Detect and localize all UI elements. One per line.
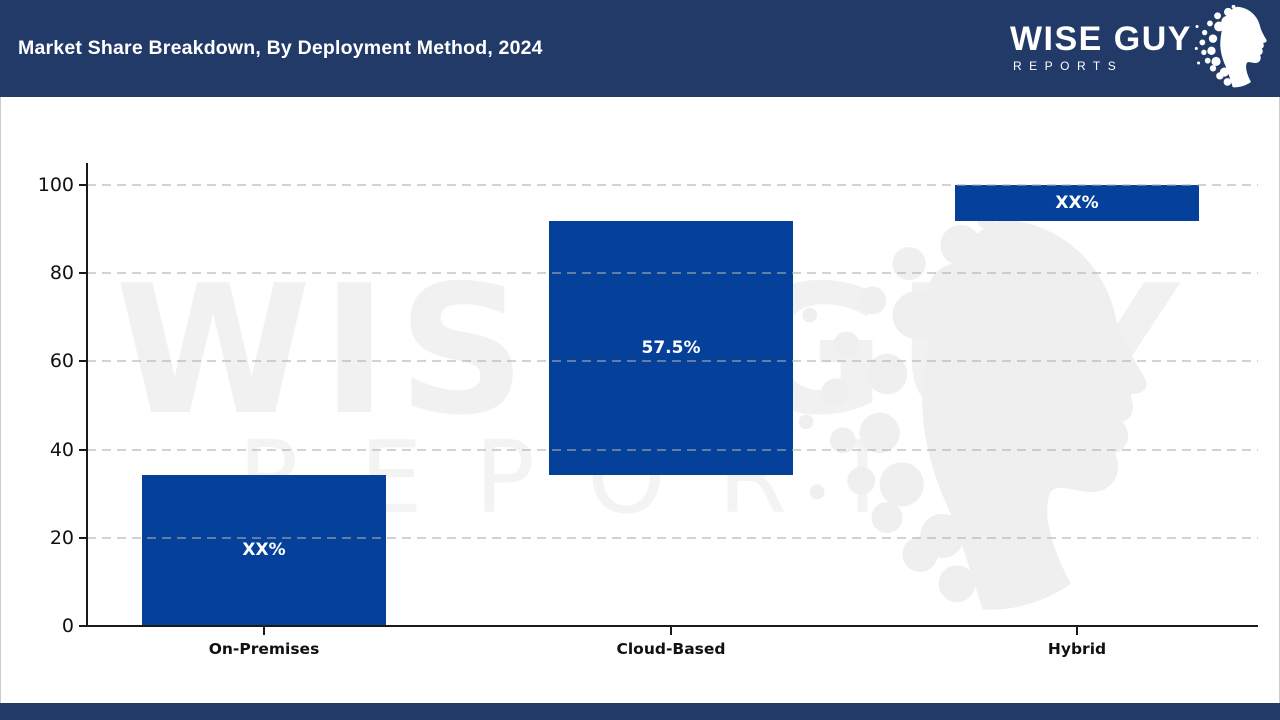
gridline [87,184,1258,186]
x-axis-category-label: On-Premises [208,640,320,658]
brand-logo: WISE GUY REPORTS [1010,5,1270,89]
y-tick [79,536,87,539]
logo-wordmark-line1: WISE GUY [1009,19,1192,58]
y-tick [79,625,87,627]
logo-wordmark-line2: REPORTS [1012,59,1124,74]
logo-wordmark: WISE GUY REPORTS [1009,19,1192,74]
y-tick [79,360,87,363]
x-axis-line [86,625,1258,627]
bar-value-label: 57.5% [641,338,701,359]
y-axis-tick-label: 60 [49,350,74,373]
x-axis-category-label: Cloud-Based [616,640,726,658]
y-tick [79,184,87,186]
y-axis-tick-label: 80 [49,262,74,285]
gridline [87,272,1258,275]
bar-value-label: XX% [242,540,286,561]
y-tick [79,448,87,451]
wiseguy-face-icon [1194,5,1267,88]
bar-cloud-based[interactable] [549,221,793,475]
x-tick [1076,627,1078,635]
gridline [87,448,1258,451]
header: Market Share Breakdown, By Deployment Me… [0,0,1280,97]
y-axis-tick-label: 100 [37,174,74,196]
page-title: Market Share Breakdown, By Deployment Me… [18,37,543,59]
bar-on-premises[interactable] [142,474,386,626]
y-axis-tick-label: 20 [49,526,74,549]
y-axis-tick-label: 40 [49,438,74,461]
x-axis-category-label: Hybrid [1047,640,1107,658]
gridline [87,360,1258,363]
footer-bar [0,703,1280,720]
x-tick [263,627,265,635]
bar-value-label: XX% [1055,193,1099,214]
x-tick [670,627,672,635]
bar-hybrid[interactable] [955,185,1199,222]
y-axis-tick-label: 0 [61,615,74,637]
gridline [87,536,1258,539]
y-tick [79,272,87,275]
y-axis-line [86,163,88,627]
